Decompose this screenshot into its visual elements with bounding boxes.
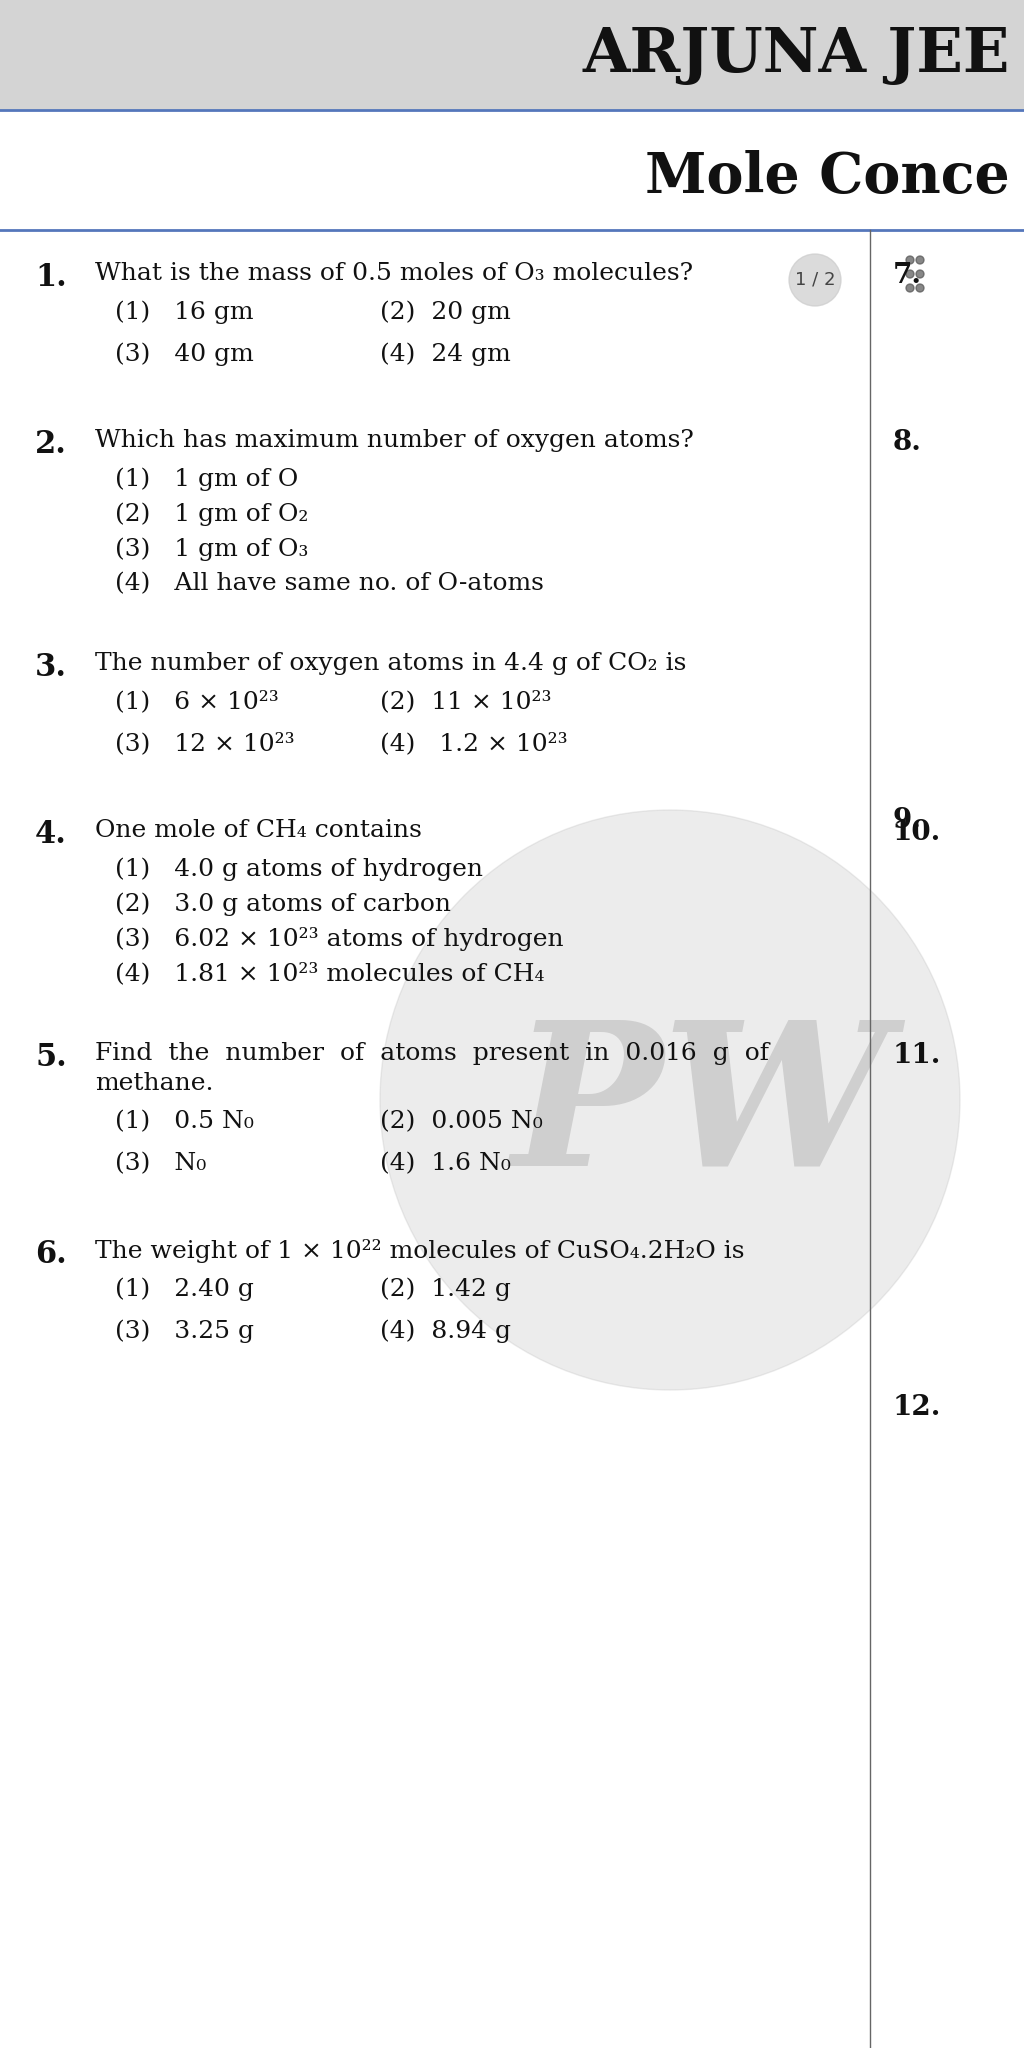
Text: (2)  20 gm: (2) 20 gm [380,299,511,324]
Text: 3.: 3. [35,651,67,682]
Text: 12.: 12. [893,1395,941,1421]
Text: The number of oxygen atoms in 4.4 g of CO₂ is: The number of oxygen atoms in 4.4 g of C… [95,651,686,676]
Text: (3)   3.25 g: (3) 3.25 g [115,1319,254,1343]
Text: Mole Conce: Mole Conce [645,150,1010,205]
Text: 11.: 11. [893,1042,941,1069]
Circle shape [380,811,961,1391]
Text: (2)  11 × 10²³: (2) 11 × 10²³ [380,690,552,713]
Text: 4.: 4. [35,819,67,850]
Text: One mole of CH₄ contains: One mole of CH₄ contains [95,819,422,842]
Circle shape [790,254,841,305]
Circle shape [916,256,924,264]
Text: 5.: 5. [35,1042,67,1073]
Text: 1 / 2: 1 / 2 [795,270,836,289]
Text: (1)   2.40 g: (1) 2.40 g [115,1278,254,1300]
Text: (1)   0.5 N₀: (1) 0.5 N₀ [115,1110,254,1133]
Text: (3)   N₀: (3) N₀ [115,1151,206,1176]
Text: (4)   1.81 × 10²³ molecules of CH₄: (4) 1.81 × 10²³ molecules of CH₄ [115,963,545,985]
Text: (1)   1 gm of O: (1) 1 gm of O [115,467,298,492]
Circle shape [916,270,924,279]
Text: (1)   6 × 10²³: (1) 6 × 10²³ [115,690,279,713]
Text: (3)   1 gm of O₃: (3) 1 gm of O₃ [115,537,308,561]
Text: (4)   1.2 × 10²³: (4) 1.2 × 10²³ [380,731,567,756]
Text: The weight of 1 × 10²² molecules of CuSO₄.2H₂O is: The weight of 1 × 10²² molecules of CuSO… [95,1239,744,1264]
Text: (4)   All have same no. of O-atoms: (4) All have same no. of O-atoms [115,571,544,596]
Text: (4)  24 gm: (4) 24 gm [380,342,511,365]
Circle shape [906,270,914,279]
Text: ARJUNA JEE: ARJUNA JEE [583,25,1010,86]
Text: 8.: 8. [893,428,922,457]
Text: 10.: 10. [893,819,941,846]
Text: Find  the  number  of  atoms  present  in  0.016  g  of: Find the number of atoms present in 0.01… [95,1042,769,1065]
Text: (2)   1 gm of O₂: (2) 1 gm of O₂ [115,502,308,526]
Text: (4)  8.94 g: (4) 8.94 g [380,1319,511,1343]
Circle shape [916,285,924,293]
Text: (3)   40 gm: (3) 40 gm [115,342,254,365]
Text: (3)   12 × 10²³: (3) 12 × 10²³ [115,731,295,756]
Text: (1)   4.0 g atoms of hydrogen: (1) 4.0 g atoms of hydrogen [115,856,483,881]
Text: PW: PW [511,1014,889,1206]
Text: (2)   3.0 g atoms of carbon: (2) 3.0 g atoms of carbon [115,893,451,915]
Text: (2)  1.42 g: (2) 1.42 g [380,1278,511,1300]
Text: 7.: 7. [893,262,922,289]
Circle shape [906,285,914,293]
Text: (2)  0.005 N₀: (2) 0.005 N₀ [380,1110,543,1133]
Circle shape [906,256,914,264]
Text: 9.: 9. [893,807,922,834]
Text: What is the mass of 0.5 moles of O₃ molecules?: What is the mass of 0.5 moles of O₃ mole… [95,262,693,285]
Text: 6.: 6. [35,1239,67,1270]
Text: (3)   6.02 × 10²³ atoms of hydrogen: (3) 6.02 × 10²³ atoms of hydrogen [115,928,563,950]
Text: methane.: methane. [95,1071,213,1096]
Text: Which has maximum number of oxygen atoms?: Which has maximum number of oxygen atoms… [95,428,694,453]
Bar [0,0,1024,111]
Text: 2.: 2. [35,428,67,461]
Text: (4)  1.6 N₀: (4) 1.6 N₀ [380,1151,511,1176]
Text: (1)   16 gm: (1) 16 gm [115,299,254,324]
Text: 1.: 1. [35,262,67,293]
